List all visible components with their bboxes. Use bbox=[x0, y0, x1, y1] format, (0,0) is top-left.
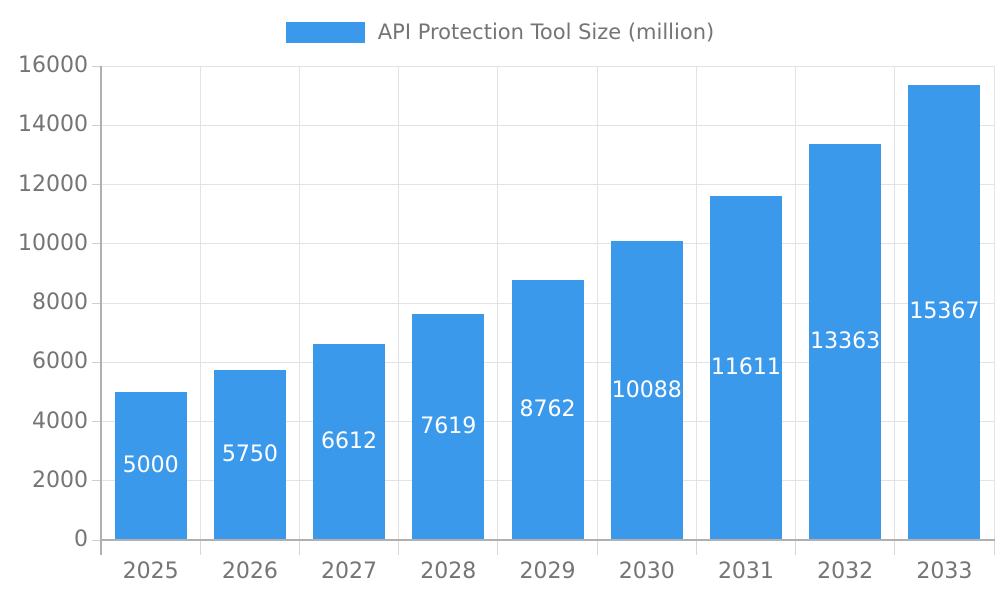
bar-value-label: 5000 bbox=[122, 452, 179, 478]
x-tick-label: 2025 bbox=[122, 559, 179, 584]
y-axis-line bbox=[100, 66, 102, 555]
bar-value-label: 13363 bbox=[810, 329, 881, 355]
y-gridline bbox=[101, 184, 994, 185]
x-tick-mark bbox=[993, 540, 995, 555]
y-tick-label: 0 bbox=[74, 527, 88, 552]
bar bbox=[610, 241, 683, 540]
bar bbox=[213, 369, 286, 540]
x-tick-label: 2027 bbox=[321, 559, 378, 584]
bar bbox=[511, 280, 584, 540]
x-tick-label: 2031 bbox=[717, 559, 774, 584]
x-tick-mark bbox=[596, 540, 598, 555]
x-tick-label: 2028 bbox=[420, 559, 477, 584]
y-gridline bbox=[101, 65, 994, 67]
y-gridline bbox=[101, 243, 994, 245]
x-tick-mark bbox=[199, 540, 201, 555]
y-tick-label: 10000 bbox=[18, 230, 88, 256]
bar-value-label: 6612 bbox=[321, 429, 378, 455]
x-tick-mark bbox=[298, 540, 300, 555]
bar-value-label: 15367 bbox=[909, 299, 980, 325]
x-gridline bbox=[993, 66, 995, 540]
y-tick-label: 6000 bbox=[32, 349, 88, 375]
x-tick-label: 2033 bbox=[916, 559, 973, 584]
y-tick-label: 12000 bbox=[18, 171, 88, 197]
y-tick-label: 8000 bbox=[32, 290, 88, 315]
x-gridline bbox=[795, 66, 797, 540]
y-gridline bbox=[101, 124, 994, 126]
x-gridline bbox=[695, 66, 697, 540]
x-axis-line bbox=[100, 539, 995, 541]
legend[interactable]: API Protection Tool Size (million) bbox=[0, 20, 1000, 44]
bar-value-label: 8762 bbox=[519, 397, 576, 423]
x-gridline bbox=[596, 66, 598, 540]
x-gridline bbox=[298, 66, 300, 540]
x-tick-mark bbox=[497, 540, 499, 555]
x-tick-label: 2032 bbox=[817, 559, 874, 584]
bar-value-label: 10088 bbox=[611, 377, 682, 403]
y-tick-mark bbox=[92, 421, 101, 422]
bar-value-label: 7619 bbox=[420, 414, 477, 440]
x-tick-label: 2029 bbox=[519, 559, 576, 584]
y-tick-mark bbox=[92, 65, 101, 67]
legend-label: API Protection Tool Size (million) bbox=[377, 20, 715, 44]
y-tick-label: 14000 bbox=[18, 112, 88, 138]
x-tick-label: 2030 bbox=[618, 559, 675, 584]
y-tick-mark bbox=[92, 184, 101, 185]
bar bbox=[114, 391, 187, 540]
x-tick-mark bbox=[795, 540, 797, 555]
y-tick-mark bbox=[92, 124, 101, 126]
bar bbox=[908, 84, 981, 540]
y-tick-mark bbox=[92, 480, 101, 482]
x-tick-label: 2026 bbox=[221, 559, 278, 584]
x-gridline bbox=[199, 66, 201, 540]
x-gridline bbox=[398, 66, 400, 540]
bar bbox=[412, 314, 485, 540]
y-tick-label: 2000 bbox=[32, 467, 88, 493]
legend-swatch bbox=[285, 21, 365, 43]
y-tick-label: 16000 bbox=[18, 53, 88, 78]
bar-value-label: 5750 bbox=[221, 441, 278, 467]
x-tick-mark bbox=[695, 540, 697, 555]
y-tick-mark bbox=[92, 243, 101, 245]
y-tick-label: 4000 bbox=[32, 408, 88, 434]
bar bbox=[709, 196, 782, 540]
y-tick-mark bbox=[92, 361, 101, 363]
bar-value-label: 11611 bbox=[710, 355, 781, 380]
x-gridline bbox=[497, 66, 499, 540]
y-tick-mark bbox=[92, 302, 101, 304]
y-tick-mark bbox=[92, 539, 101, 541]
x-tick-mark bbox=[398, 540, 400, 555]
bar bbox=[809, 144, 882, 540]
bar bbox=[313, 344, 386, 540]
x-gridline bbox=[894, 66, 896, 540]
x-tick-mark bbox=[894, 540, 896, 555]
